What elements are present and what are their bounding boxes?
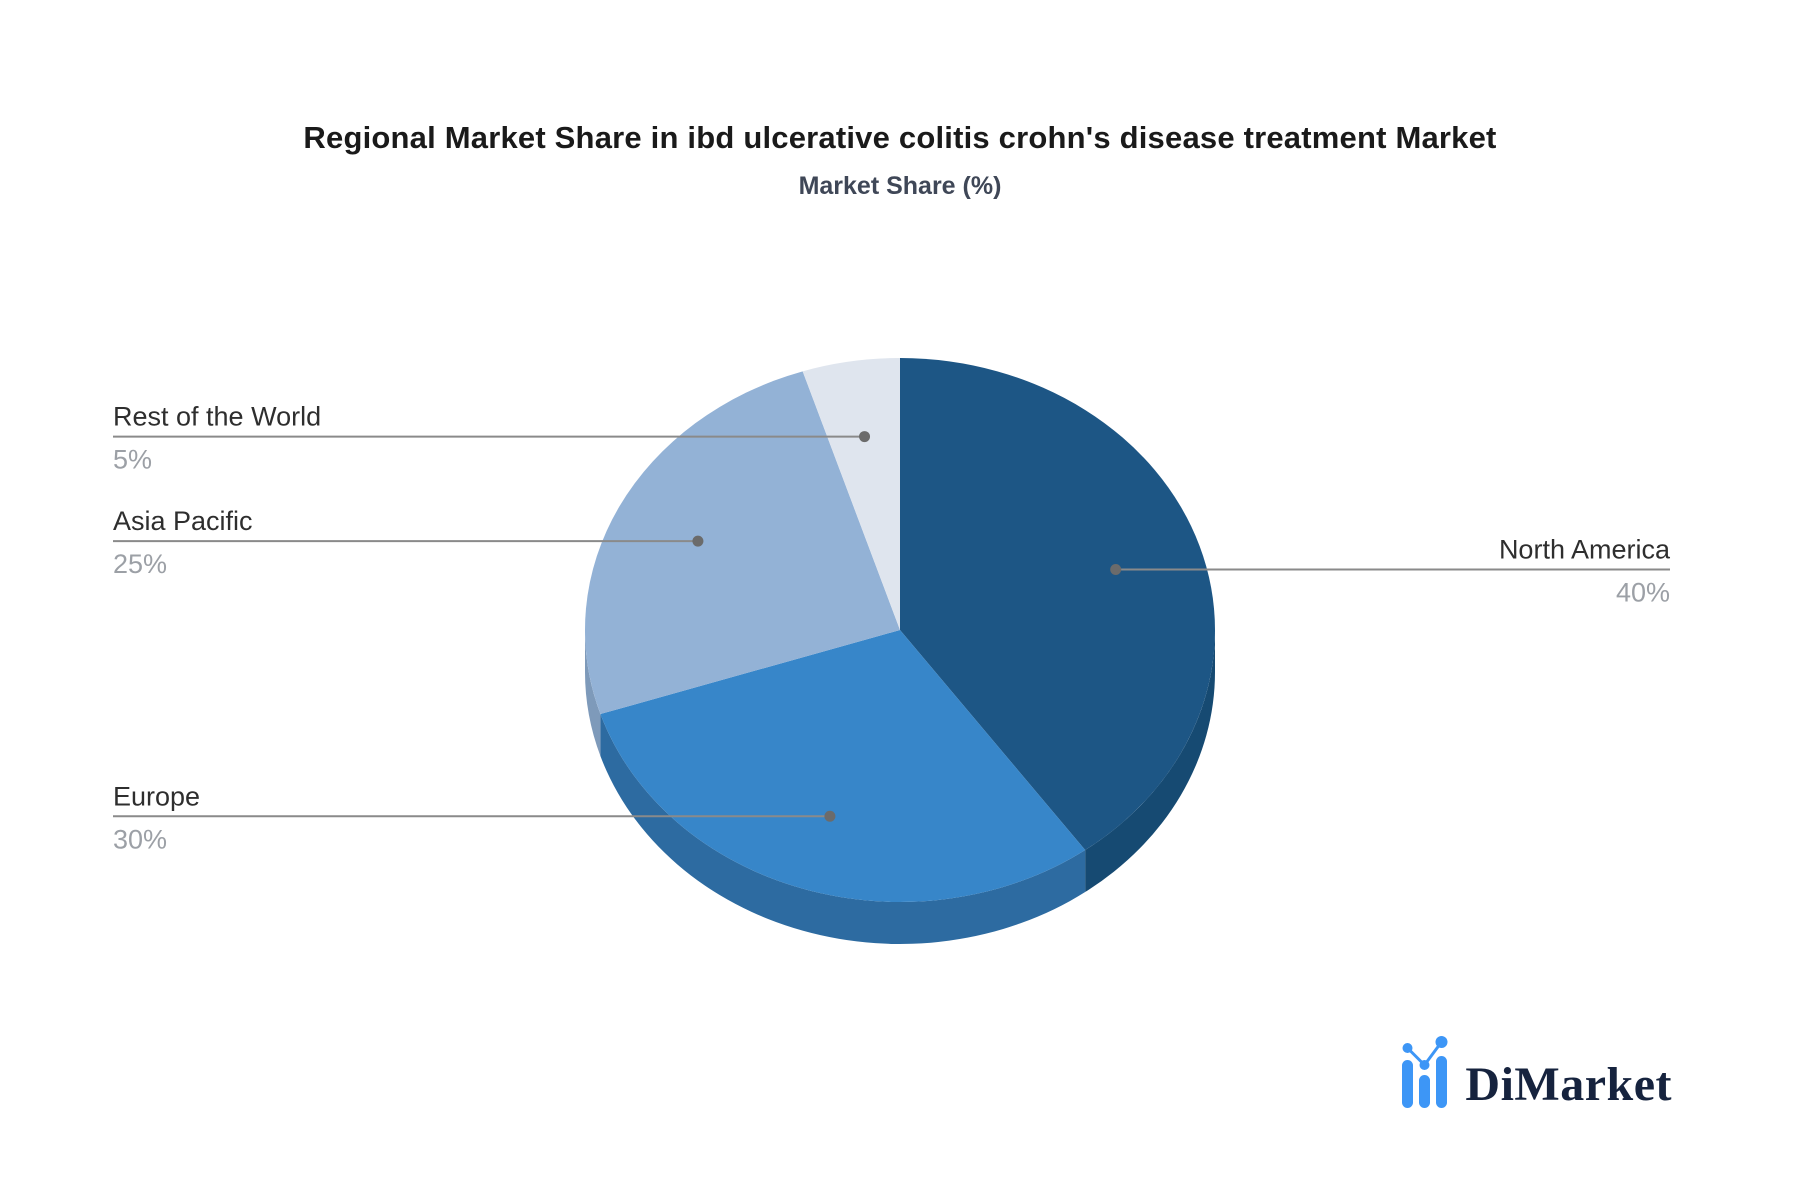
pie-slice-rest-of-the-world	[802, 358, 900, 630]
slice-label-europe: Europe	[113, 781, 200, 811]
leader-dot-north-america	[1110, 563, 1122, 575]
pie-slice-asia-pacific	[585, 371, 900, 715]
slice-label-asia-pacific: Asia Pacific	[113, 506, 253, 536]
pie-slice-europe-side	[600, 714, 1086, 944]
slice-value-asia-pacific: 25%	[113, 549, 167, 579]
slice-value-europe: 30%	[113, 824, 167, 854]
slice-label-north-america: North America	[1499, 534, 1671, 564]
pie-slice-asia-pacific-side	[585, 630, 601, 757]
chart-title: Regional Market Share in ibd ulcerative …	[303, 120, 1497, 155]
chart-subtitle: Market Share (%)	[798, 172, 1002, 200]
slice-value-north-america: 40%	[1616, 577, 1670, 607]
leader-dot-europe	[824, 810, 836, 822]
leader-dot-asia-pacific	[692, 535, 704, 547]
leader-dot-rest-of-the-world	[859, 431, 871, 443]
bar-line-chart-icon	[1402, 1036, 1448, 1108]
slice-value-rest-of-the-world: 5%	[113, 445, 152, 475]
brand-logo-text: DiMarket	[1465, 1058, 1672, 1112]
pie-slice-europe	[600, 630, 1086, 902]
brand-logo: DiMarket	[1400, 1036, 1672, 1112]
pie-slice-north-america	[900, 358, 1215, 851]
pie-slice-north-america-side	[1085, 630, 1215, 893]
slice-label-rest-of-the-world: Rest of the World	[113, 402, 321, 432]
